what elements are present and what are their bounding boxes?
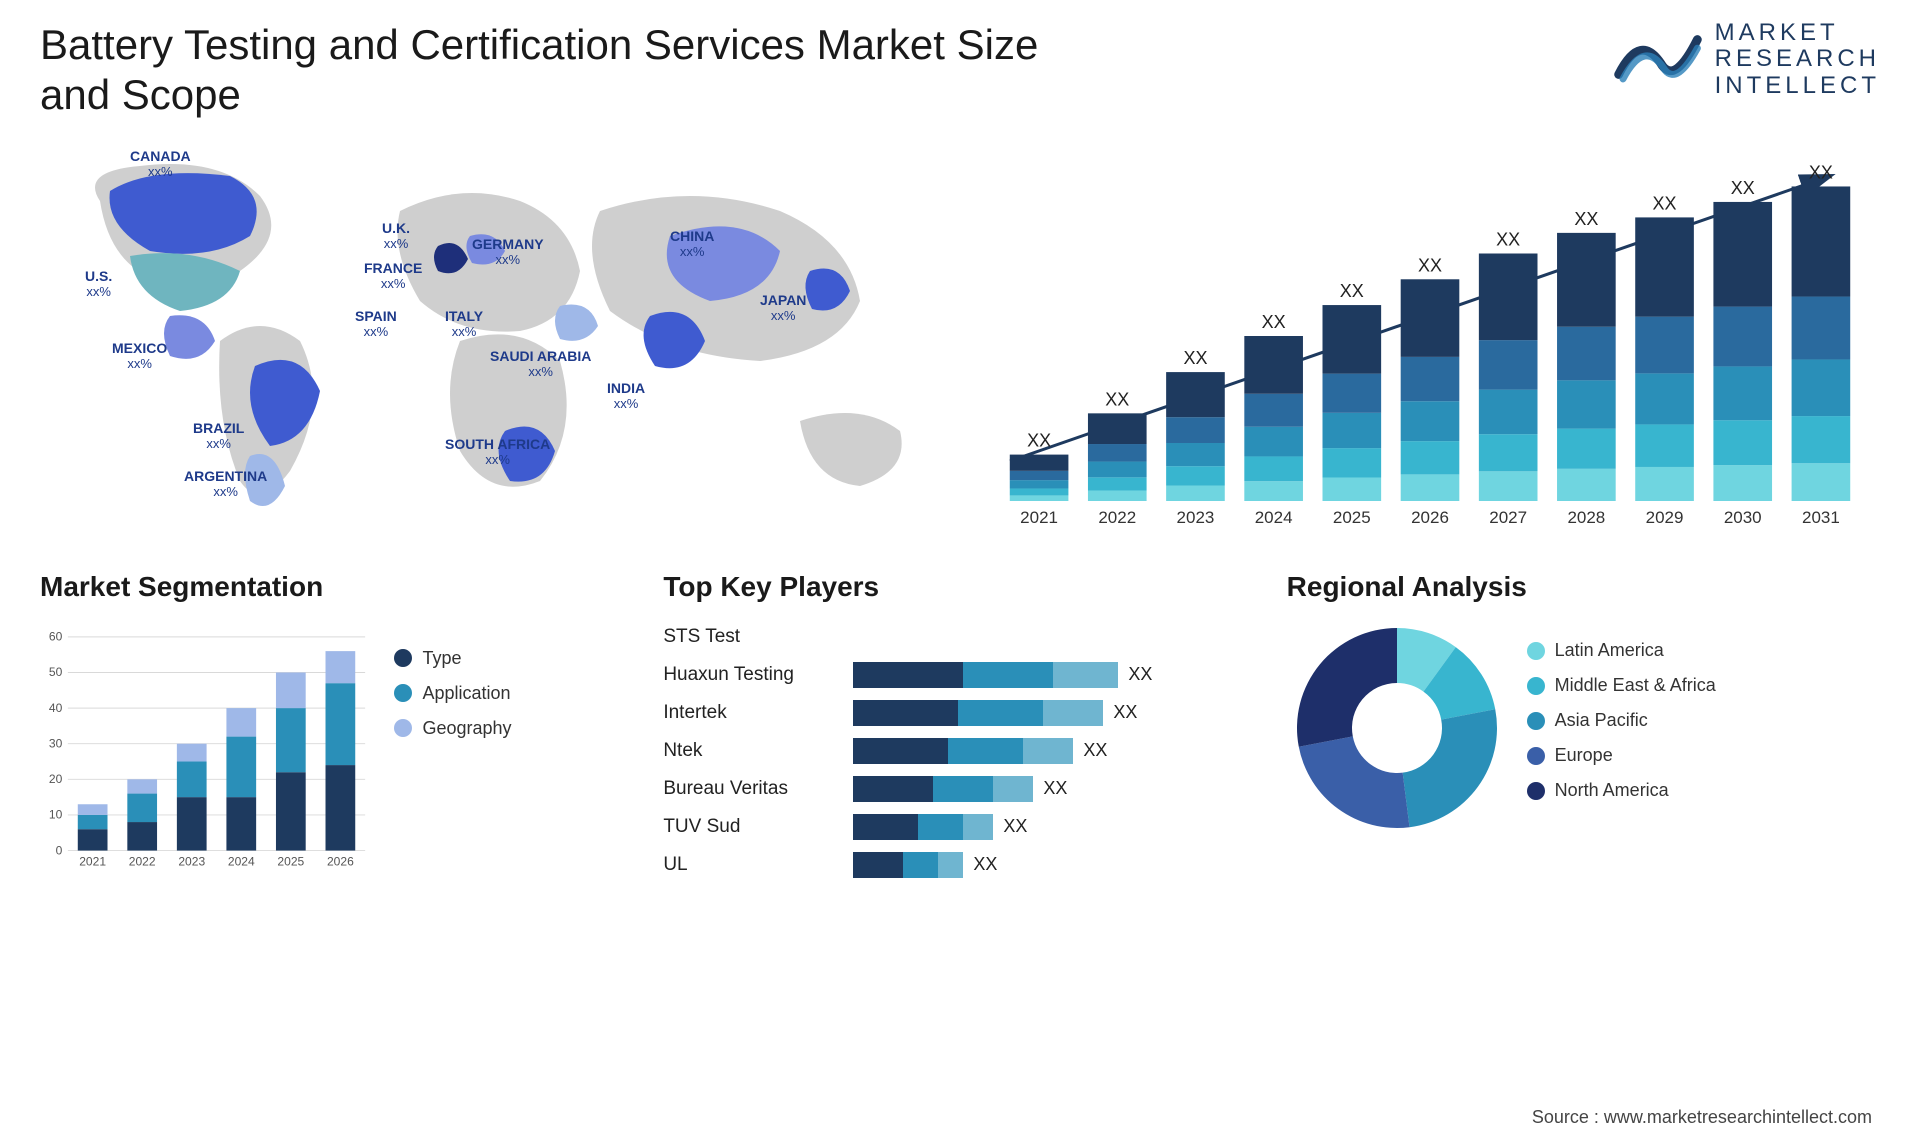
map-country-label: ARGENTINAxx% <box>184 469 267 500</box>
map-country-label: FRANCExx% <box>364 261 422 292</box>
map-country-label: BRAZILxx% <box>193 421 244 452</box>
key-players-title: Top Key Players <box>663 571 1256 603</box>
svg-text:20: 20 <box>49 772 63 786</box>
svg-text:2023: 2023 <box>1177 508 1215 527</box>
segmentation-legend: Type Application Geography <box>394 618 633 888</box>
logo-line1: MARKET <box>1715 20 1880 46</box>
svg-text:2030: 2030 <box>1724 508 1762 527</box>
segmentation-panel: Market Segmentation 0 10 20 30 40 50 60 2021 202… <box>40 571 633 911</box>
svg-text:2025: 2025 <box>277 854 304 868</box>
key-players-bars: XXXXXXXXXXXX <box>853 618 1256 884</box>
logo: MARKET RESEARCH INTELLECT <box>1613 20 1880 99</box>
svg-text:2026: 2026 <box>327 854 354 868</box>
legend-item: Asia Pacific <box>1527 710 1880 731</box>
logo-line3: INTELLECT <box>1715 73 1880 99</box>
svg-text:40: 40 <box>49 701 63 715</box>
svg-text:50: 50 <box>49 665 63 679</box>
legend-item: Latin America <box>1527 640 1880 661</box>
svg-text:2031: 2031 <box>1802 508 1840 527</box>
map-country-label: U.S.xx% <box>85 269 112 300</box>
svg-text:XX: XX <box>1105 389 1129 409</box>
map-country-label: ITALYxx% <box>445 309 483 340</box>
svg-text:XX: XX <box>1731 178 1755 198</box>
legend-item: Middle East & Africa <box>1527 675 1880 696</box>
player-label: Ntek <box>663 732 833 770</box>
svg-text:2023: 2023 <box>178 854 205 868</box>
player-label: TUV Sud <box>663 808 833 846</box>
player-label: Bureau Veritas <box>663 770 833 808</box>
svg-text:2027: 2027 <box>1489 508 1527 527</box>
svg-text:2022: 2022 <box>1098 508 1136 527</box>
svg-text:XX: XX <box>1809 162 1833 182</box>
map-country-label: GERMANYxx% <box>472 237 544 268</box>
svg-text:0: 0 <box>56 843 63 857</box>
logo-swoosh-icon <box>1613 22 1703 97</box>
svg-text:XX: XX <box>1418 255 1442 275</box>
svg-text:XX: XX <box>1496 229 1520 249</box>
map-country-label: SAUDI ARABIAxx% <box>490 349 591 380</box>
svg-text:XX: XX <box>1183 348 1207 368</box>
svg-text:XX: XX <box>1574 209 1598 229</box>
legend-item: Europe <box>1527 745 1880 766</box>
regional-panel: Regional Analysis Latin America Middle Ea… <box>1287 571 1880 911</box>
legend-item: North America <box>1527 780 1880 801</box>
svg-text:XX: XX <box>1653 193 1677 213</box>
legend-item: Geography <box>394 718 633 739</box>
player-label: UL <box>663 846 833 884</box>
player-bar-row: XX <box>853 656 1256 694</box>
svg-text:10: 10 <box>49 807 63 821</box>
logo-line2: RESEARCH <box>1715 46 1880 72</box>
player-label: STS Test <box>663 618 833 656</box>
map-country-label: INDIAxx% <box>607 381 645 412</box>
player-bar-row: XX <box>853 808 1256 846</box>
svg-text:2028: 2028 <box>1567 508 1605 527</box>
regional-title: Regional Analysis <box>1287 571 1880 603</box>
legend-item: Application <box>394 683 633 704</box>
svg-text:2024: 2024 <box>1255 508 1293 527</box>
map-country-label: JAPANxx% <box>760 293 806 324</box>
svg-text:30: 30 <box>49 736 63 750</box>
segmentation-title: Market Segmentation <box>40 571 633 603</box>
player-bar-row: XX <box>853 846 1256 884</box>
map-country-label: MEXICOxx% <box>112 341 167 372</box>
svg-text:2025: 2025 <box>1333 508 1371 527</box>
player-bar-row: XX <box>853 770 1256 808</box>
map-country-label: SPAINxx% <box>355 309 397 340</box>
svg-text:2029: 2029 <box>1646 508 1684 527</box>
player-label: Huaxun Testing <box>663 656 833 694</box>
page-title: Battery Testing and Certification Servic… <box>40 20 1090 121</box>
key-players-panel: Top Key Players STS TestHuaxun TestingIn… <box>663 571 1256 911</box>
svg-text:2021: 2021 <box>1020 508 1058 527</box>
legend-item: Type <box>394 648 633 669</box>
world-map: CANADAxx% U.S.xx% MEXICOxx% BRAZILxx% ARGENT… <box>40 141 940 541</box>
svg-text:2026: 2026 <box>1411 508 1449 527</box>
player-bar-row <box>853 618 1256 656</box>
map-country-label: U.K.xx% <box>382 221 410 252</box>
svg-text:XX: XX <box>1262 312 1286 332</box>
svg-text:2022: 2022 <box>129 854 156 868</box>
regional-donut-chart <box>1287 618 1507 838</box>
svg-text:60: 60 <box>49 629 63 643</box>
source-attribution: Source : www.marketresearchintellect.com <box>1532 1107 1872 1128</box>
regional-legend: Latin America Middle East & Africa Asia Pa… <box>1527 640 1880 815</box>
map-country-label: CANADAxx% <box>130 149 191 180</box>
svg-text:2024: 2024 <box>228 854 255 868</box>
player-bar-row: XX <box>853 732 1256 770</box>
player-label: Intertek <box>663 694 833 732</box>
player-bar-row: XX <box>853 694 1256 732</box>
map-country-label: CHINAxx% <box>670 229 714 260</box>
key-players-labels: STS TestHuaxun TestingIntertekNtekBureau… <box>663 618 833 884</box>
map-country-label: SOUTH AFRICAxx% <box>445 437 550 468</box>
svg-text:2021: 2021 <box>79 854 106 868</box>
svg-text:XX: XX <box>1027 430 1051 450</box>
svg-text:XX: XX <box>1340 281 1364 301</box>
growth-bar-chart: XX 2021 XX 2022 XX 2023 XX 2024 XX 2025 XX 2026 XX 20… <box>980 141 1880 541</box>
